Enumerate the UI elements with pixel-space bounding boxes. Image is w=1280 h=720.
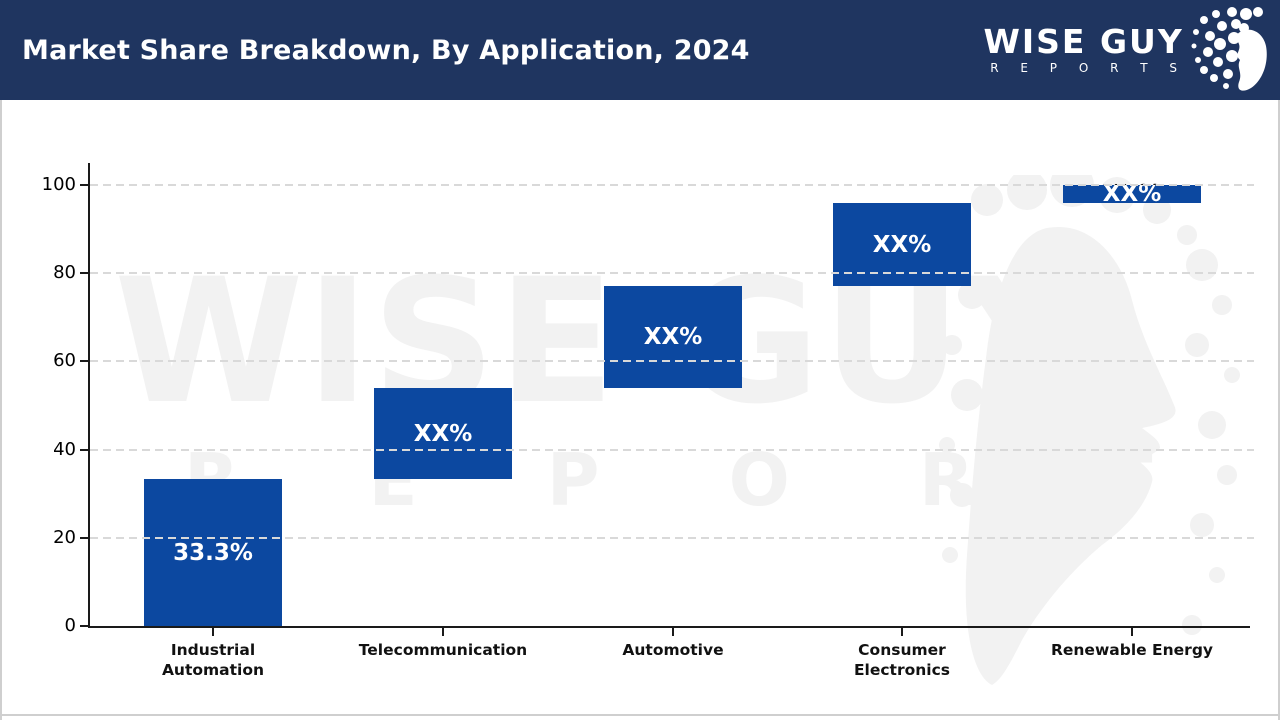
logo-text: WISE GUY R E P O R T S — [981, 22, 1186, 76]
category-label: Automotive — [622, 641, 724, 659]
gridline — [90, 272, 1254, 275]
category-label: Renewable Energy — [1050, 641, 1214, 659]
y-tick-label: 100 — [41, 174, 76, 195]
y-tick — [80, 448, 88, 451]
y-tick — [80, 272, 88, 275]
gridline — [90, 184, 1254, 186]
chart-title: Market Share Breakdown, By Application, … — [22, 34, 750, 66]
bar-value-label: XX% — [1102, 185, 1162, 203]
x-tick — [901, 628, 903, 636]
y-tick-label: 0 — [64, 615, 76, 636]
y-tick-label: 40 — [53, 438, 76, 460]
logo-subtext: R E P O R T S — [990, 61, 1186, 75]
waterfall-bar: XX% — [604, 286, 742, 388]
waterfall-bar: XX% — [374, 387, 512, 480]
y-tick-label: 60 — [53, 350, 76, 372]
bar-value-label: 33.3% — [173, 539, 253, 566]
category-label: Industrial Automation — [161, 641, 265, 679]
y-tick-label: 80 — [53, 262, 76, 284]
logo-wordmark: WISE GUY — [983, 22, 1184, 61]
y-tick — [80, 360, 88, 363]
watermark-face-icon — [939, 175, 1240, 685]
x-tick — [672, 628, 674, 636]
category-label: Consumer Electronics — [853, 641, 951, 679]
gridline — [90, 360, 1254, 363]
waterfall-bar: 33.3% — [144, 479, 282, 626]
waterfall-bar: XX% — [1063, 185, 1201, 203]
logo-face-icon — [1191, 7, 1267, 91]
x-axis-line — [88, 626, 1250, 628]
y-tick-label: 20 — [53, 526, 76, 548]
bar-value-label: XX% — [413, 420, 473, 447]
y-tick — [80, 536, 88, 539]
y-axis-line — [88, 163, 90, 628]
bar-value-label: XX% — [643, 324, 703, 351]
y-tick — [80, 184, 88, 186]
category-label: Telecommunication — [358, 641, 528, 659]
header-banner: Market Share Breakdown, By Application, … — [0, 0, 1280, 100]
bar-value-label: XX% — [872, 231, 932, 258]
y-tick — [80, 625, 88, 627]
bottom-border — [2, 714, 1278, 716]
wise-guy-reports-logo: WISE GUY R E P O R T S — [981, 0, 1268, 100]
x-tick — [442, 628, 444, 636]
x-tick — [212, 628, 214, 636]
x-tick — [1131, 628, 1133, 636]
gridline — [90, 448, 1254, 451]
gridline — [90, 536, 1254, 539]
